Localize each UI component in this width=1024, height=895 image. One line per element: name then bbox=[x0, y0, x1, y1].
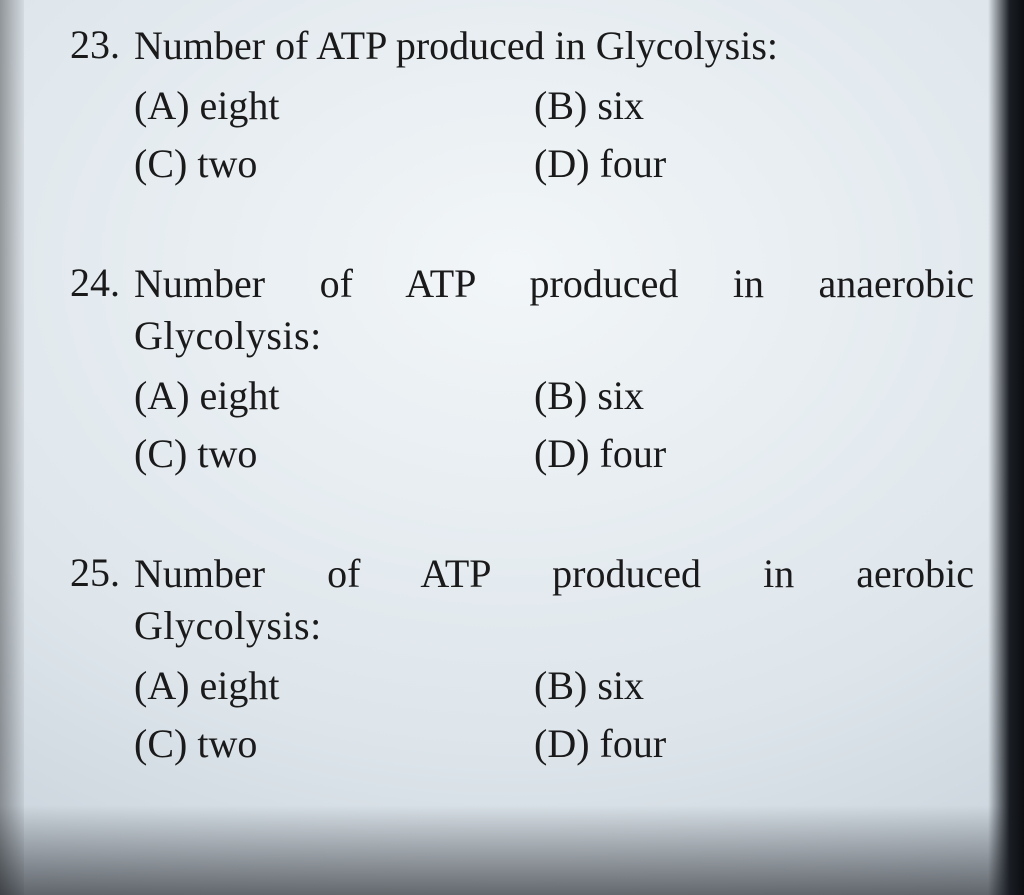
option-b: (B) six bbox=[534, 370, 914, 422]
option-a: (A) eight bbox=[134, 80, 514, 132]
option-text: eight bbox=[200, 83, 280, 128]
option-label: (B) bbox=[534, 83, 587, 128]
option-label: (D) bbox=[534, 721, 590, 766]
option-b: (B) six bbox=[534, 80, 914, 132]
option-text: eight bbox=[200, 373, 280, 418]
option-text: two bbox=[197, 721, 257, 766]
page: 23. Number of ATP produced in Glycolysis… bbox=[0, 0, 1024, 895]
question-24: 24. Number of ATP produced in anaerobic … bbox=[70, 258, 984, 480]
question-row: 25. Number of ATP produced in aerobic bbox=[70, 548, 984, 600]
question-number: 23. bbox=[70, 20, 134, 70]
option-text: six bbox=[597, 373, 644, 418]
option-label: (A) bbox=[134, 373, 190, 418]
question-25: 25. Number of ATP produced in aerobic Gl… bbox=[70, 548, 984, 770]
question-text-line2: Glycolysis: bbox=[134, 600, 984, 652]
question-number: 24. bbox=[70, 258, 134, 308]
option-text: eight bbox=[200, 663, 280, 708]
option-label: (C) bbox=[134, 431, 187, 476]
option-d: (D) four bbox=[534, 718, 914, 770]
option-label: (D) bbox=[534, 431, 590, 476]
question-row: 23. Number of ATP produced in Glycolysis… bbox=[70, 20, 984, 72]
option-b: (B) six bbox=[534, 660, 914, 712]
question-text: Number of ATP produced in Glycolysis: bbox=[134, 20, 984, 72]
question-row: 24. Number of ATP produced in anaerobic bbox=[70, 258, 984, 310]
option-a: (A) eight bbox=[134, 370, 514, 422]
question-number: 25. bbox=[70, 548, 134, 598]
option-text: six bbox=[597, 83, 644, 128]
option-text: four bbox=[600, 141, 667, 186]
option-label: (B) bbox=[534, 663, 587, 708]
options: (A) eight (B) six (C) two (D) four bbox=[134, 660, 914, 770]
option-d: (D) four bbox=[534, 428, 914, 480]
options: (A) eight (B) six (C) two (D) four bbox=[134, 370, 914, 480]
question-text: Number of ATP produced in anaerobic bbox=[134, 258, 984, 310]
option-label: (C) bbox=[134, 141, 187, 186]
option-label: (A) bbox=[134, 663, 190, 708]
question-text-line2: Glycolysis: bbox=[134, 310, 984, 362]
bottom-shadow bbox=[0, 805, 1024, 895]
option-a: (A) eight bbox=[134, 660, 514, 712]
option-c: (C) two bbox=[134, 428, 514, 480]
option-text: six bbox=[597, 663, 644, 708]
options: (A) eight (B) six (C) two (D) four bbox=[134, 80, 914, 190]
option-d: (D) four bbox=[534, 138, 914, 190]
option-label: (D) bbox=[534, 141, 590, 186]
question-text: Number of ATP produced in aerobic bbox=[134, 548, 984, 600]
option-c: (C) two bbox=[134, 718, 514, 770]
option-label: (A) bbox=[134, 83, 190, 128]
option-label: (C) bbox=[134, 721, 187, 766]
option-text: four bbox=[600, 431, 667, 476]
question-23: 23. Number of ATP produced in Glycolysis… bbox=[70, 20, 984, 190]
option-text: two bbox=[197, 141, 257, 186]
option-text: two bbox=[197, 431, 257, 476]
option-text: four bbox=[600, 721, 667, 766]
option-label: (B) bbox=[534, 373, 587, 418]
option-c: (C) two bbox=[134, 138, 514, 190]
